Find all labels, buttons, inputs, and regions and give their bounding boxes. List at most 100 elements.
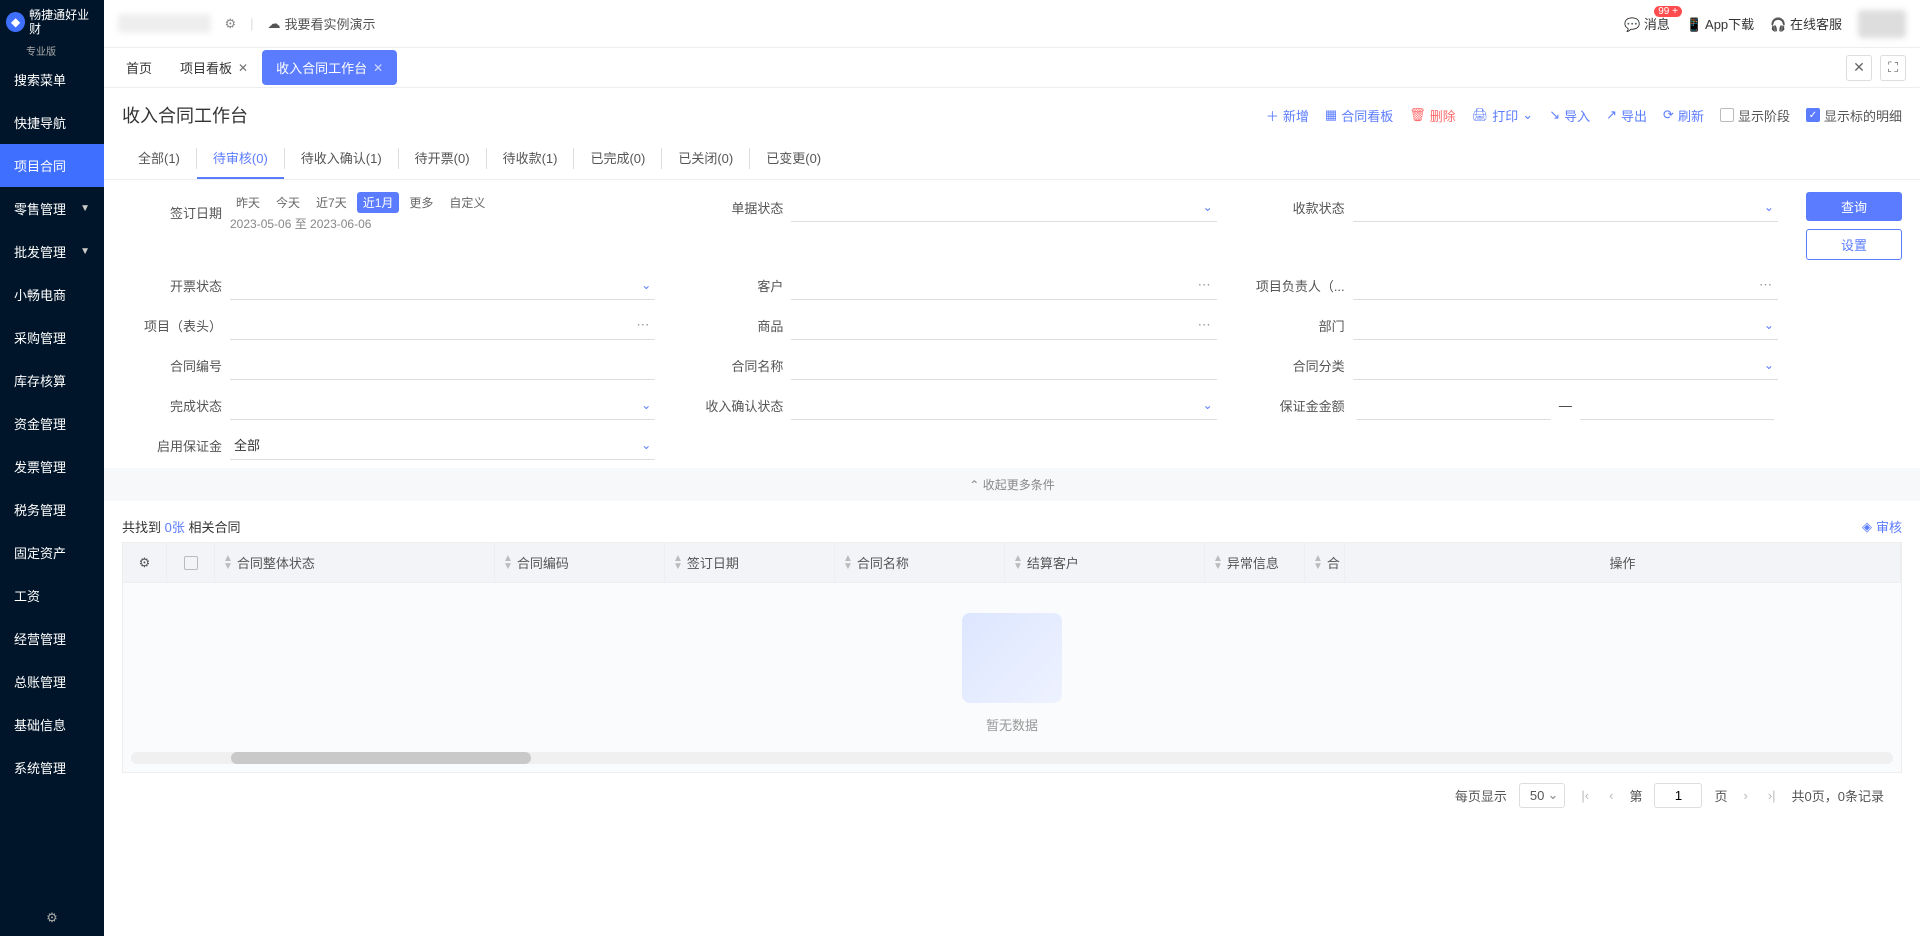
filter-receipt-status[interactable]: 收款状态⌄	[1245, 192, 1778, 222]
filter-invoice-status[interactable]: 开票状态⌄	[122, 270, 655, 300]
brand-edition: 专业版	[0, 43, 104, 58]
filter-pm[interactable]: 项目负责人（...⋯	[1245, 270, 1778, 300]
brand-logo: ◆ 畅捷通好业财	[0, 0, 104, 45]
table-column-header[interactable]: ▲▼异常信息	[1205, 543, 1305, 582]
status-tab[interactable]: 已变更(0)	[750, 138, 837, 179]
sidebar-item[interactable]: 批发管理▼	[0, 230, 104, 273]
next-page-icon[interactable]: ›	[1739, 788, 1751, 803]
date-chip[interactable]: 今天	[270, 192, 306, 213]
import-button[interactable]: ↘ 导入	[1549, 106, 1590, 125]
filter-customer[interactable]: 客户⋯	[683, 270, 1216, 300]
sidebar-settings-icon[interactable]: ⚙	[0, 900, 104, 936]
online-service-link[interactable]: 🎧 在线客服	[1770, 14, 1842, 33]
org-name-blurred: xxxxx	[118, 14, 211, 33]
status-tab[interactable]: 待收款(1)	[487, 138, 574, 179]
export-button[interactable]: ↗ 导出	[1606, 106, 1647, 125]
table-action-header: 操作	[1345, 543, 1901, 582]
table-column-header[interactable]: ▲▼合同编码	[495, 543, 665, 582]
last-page-icon[interactable]: ›|	[1764, 788, 1780, 803]
table-column-header[interactable]: ▲▼合同名称	[835, 543, 1005, 582]
show-detail-checkbox[interactable]: ✓显示标的明细	[1806, 106, 1902, 125]
workspace-tab[interactable]: 首页	[112, 50, 166, 85]
date-chip[interactable]: 自定义	[443, 192, 491, 213]
close-tab-icon[interactable]: ✕	[238, 61, 248, 75]
sidebar-item[interactable]: 固定资产	[0, 531, 104, 574]
date-chip[interactable]: 更多	[403, 192, 439, 213]
print-button[interactable]: 🖨 打印 ⌄	[1472, 106, 1533, 125]
add-button[interactable]: ＋ 新增	[1266, 106, 1309, 125]
results-table: ⚙ ▲▼合同整体状态▲▼合同编码▲▼签订日期▲▼合同名称▲▼结算客户▲▼异常信息…	[122, 542, 1902, 773]
messages-link[interactable]: 💬 消息 99 +	[1624, 14, 1670, 33]
table-column-header[interactable]: ▲▼合同整体状态	[215, 543, 495, 582]
filter-project[interactable]: 项目（表头）⋯	[122, 310, 655, 340]
close-all-tabs-icon[interactable]: ✕	[1846, 55, 1872, 81]
filter-deposit-amt[interactable]: 保证金金额—	[1245, 390, 1778, 420]
empty-state: 暂无数据	[123, 583, 1901, 748]
filter-contract-type[interactable]: 合同分类⌄	[1245, 350, 1778, 380]
filter-complete-status[interactable]: 完成状态⌄	[122, 390, 655, 420]
table-column-header[interactable]: ▲▼签订日期	[665, 543, 835, 582]
page-input[interactable]	[1654, 783, 1702, 808]
filter-settings-button[interactable]: 设置	[1806, 229, 1902, 260]
refresh-button[interactable]: ⟳ 刷新	[1663, 106, 1704, 125]
sidebar-item[interactable]: 经营管理	[0, 617, 104, 660]
horizontal-scrollbar[interactable]	[131, 752, 1893, 764]
prev-page-icon[interactable]: ‹	[1605, 788, 1617, 803]
sidebar-item[interactable]: 采购管理	[0, 316, 104, 359]
delete-button[interactable]: 🗑 删除	[1409, 106, 1456, 125]
status-tab[interactable]: 已完成(0)	[574, 138, 661, 179]
sidebar-item[interactable]: 总账管理	[0, 660, 104, 703]
date-chip[interactable]: 近1月	[357, 192, 400, 213]
status-tab[interactable]: 待开票(0)	[399, 138, 486, 179]
show-stage-checkbox[interactable]: 显示阶段	[1720, 106, 1790, 125]
filter-doc-status[interactable]: 单据状态⌄	[683, 192, 1216, 222]
view-demo-link[interactable]: ☁ 我要看实例演示	[268, 14, 376, 33]
settings-icon[interactable]: ⚙	[225, 16, 237, 32]
date-chip[interactable]: 昨天	[230, 192, 266, 213]
table-column-header[interactable]: ▲▼结算客户	[1005, 543, 1205, 582]
audit-button[interactable]: ◈ 审核	[1862, 517, 1902, 536]
app-download-link[interactable]: 📱 App下载	[1686, 14, 1754, 33]
sidebar-item[interactable]: 小畅电商	[0, 273, 104, 316]
table-settings-icon[interactable]: ⚙	[123, 543, 167, 582]
sidebar-item[interactable]: 基础信息	[0, 703, 104, 746]
results-summary: 共找到 0张 相关合同	[122, 517, 240, 536]
sidebar-nav: 搜索菜单快捷导航项目合同零售管理▼批发管理▼小畅电商采购管理库存核算资金管理发票…	[0, 58, 104, 900]
sidebar-item[interactable]: 库存核算	[0, 359, 104, 402]
filter-income-confirm[interactable]: 收入确认状态⌄	[683, 390, 1216, 420]
table-column-header[interactable]: ▲▼合	[1305, 543, 1345, 582]
workspace-tab[interactable]: 收入合同工作台✕	[262, 50, 397, 85]
filter-product[interactable]: 商品⋯	[683, 310, 1216, 340]
pager-total: 共0页，0条记录	[1792, 786, 1884, 805]
filter-dept[interactable]: 部门⌄	[1245, 310, 1778, 340]
status-tab[interactable]: 待审核(0)	[197, 138, 284, 179]
page-title: 收入合同工作台	[122, 102, 248, 128]
page-size-select[interactable]: 50	[1519, 783, 1565, 808]
kanban-button[interactable]: ▦ 合同看板	[1325, 106, 1393, 125]
sidebar-item[interactable]: 税务管理	[0, 488, 104, 531]
close-tab-icon[interactable]: ✕	[373, 61, 383, 75]
collapse-filters-button[interactable]: ⌃ 收起更多条件	[104, 468, 1920, 501]
status-tab[interactable]: 全部(1)	[122, 138, 196, 179]
filter-contract-no[interactable]: 合同编号	[122, 350, 655, 380]
sidebar-item[interactable]: 项目合同	[0, 144, 104, 187]
sidebar-item[interactable]: 零售管理▼	[0, 187, 104, 230]
fullscreen-icon[interactable]: ⛶	[1880, 55, 1906, 81]
first-page-icon[interactable]: |‹	[1577, 788, 1593, 803]
workspace-tab[interactable]: 项目看板✕	[166, 50, 262, 85]
status-tab[interactable]: 已关闭(0)	[662, 138, 749, 179]
sidebar-item[interactable]: 搜索菜单	[0, 58, 104, 101]
sidebar-item[interactable]: 工资	[0, 574, 104, 617]
filter-enable-deposit[interactable]: 启用保证金全部⌄	[122, 430, 655, 460]
sidebar-item[interactable]: 发票管理	[0, 445, 104, 488]
date-chip[interactable]: 近7天	[310, 192, 353, 213]
page-header: 收入合同工作台 ＋ 新增 ▦ 合同看板 🗑 删除 🖨 打印 ⌄ ↘ 导入 ↗ 导…	[104, 88, 1920, 138]
sidebar-item[interactable]: 资金管理	[0, 402, 104, 445]
select-all-checkbox[interactable]	[167, 543, 215, 582]
status-tab[interactable]: 待收入确认(1)	[285, 138, 398, 179]
user-avatar-blurred[interactable]	[1858, 10, 1906, 38]
query-button[interactable]: 查询	[1806, 192, 1902, 221]
sidebar-item[interactable]: 快捷导航	[0, 101, 104, 144]
sidebar-item[interactable]: 系统管理	[0, 746, 104, 789]
filter-contract-name[interactable]: 合同名称	[683, 350, 1216, 380]
